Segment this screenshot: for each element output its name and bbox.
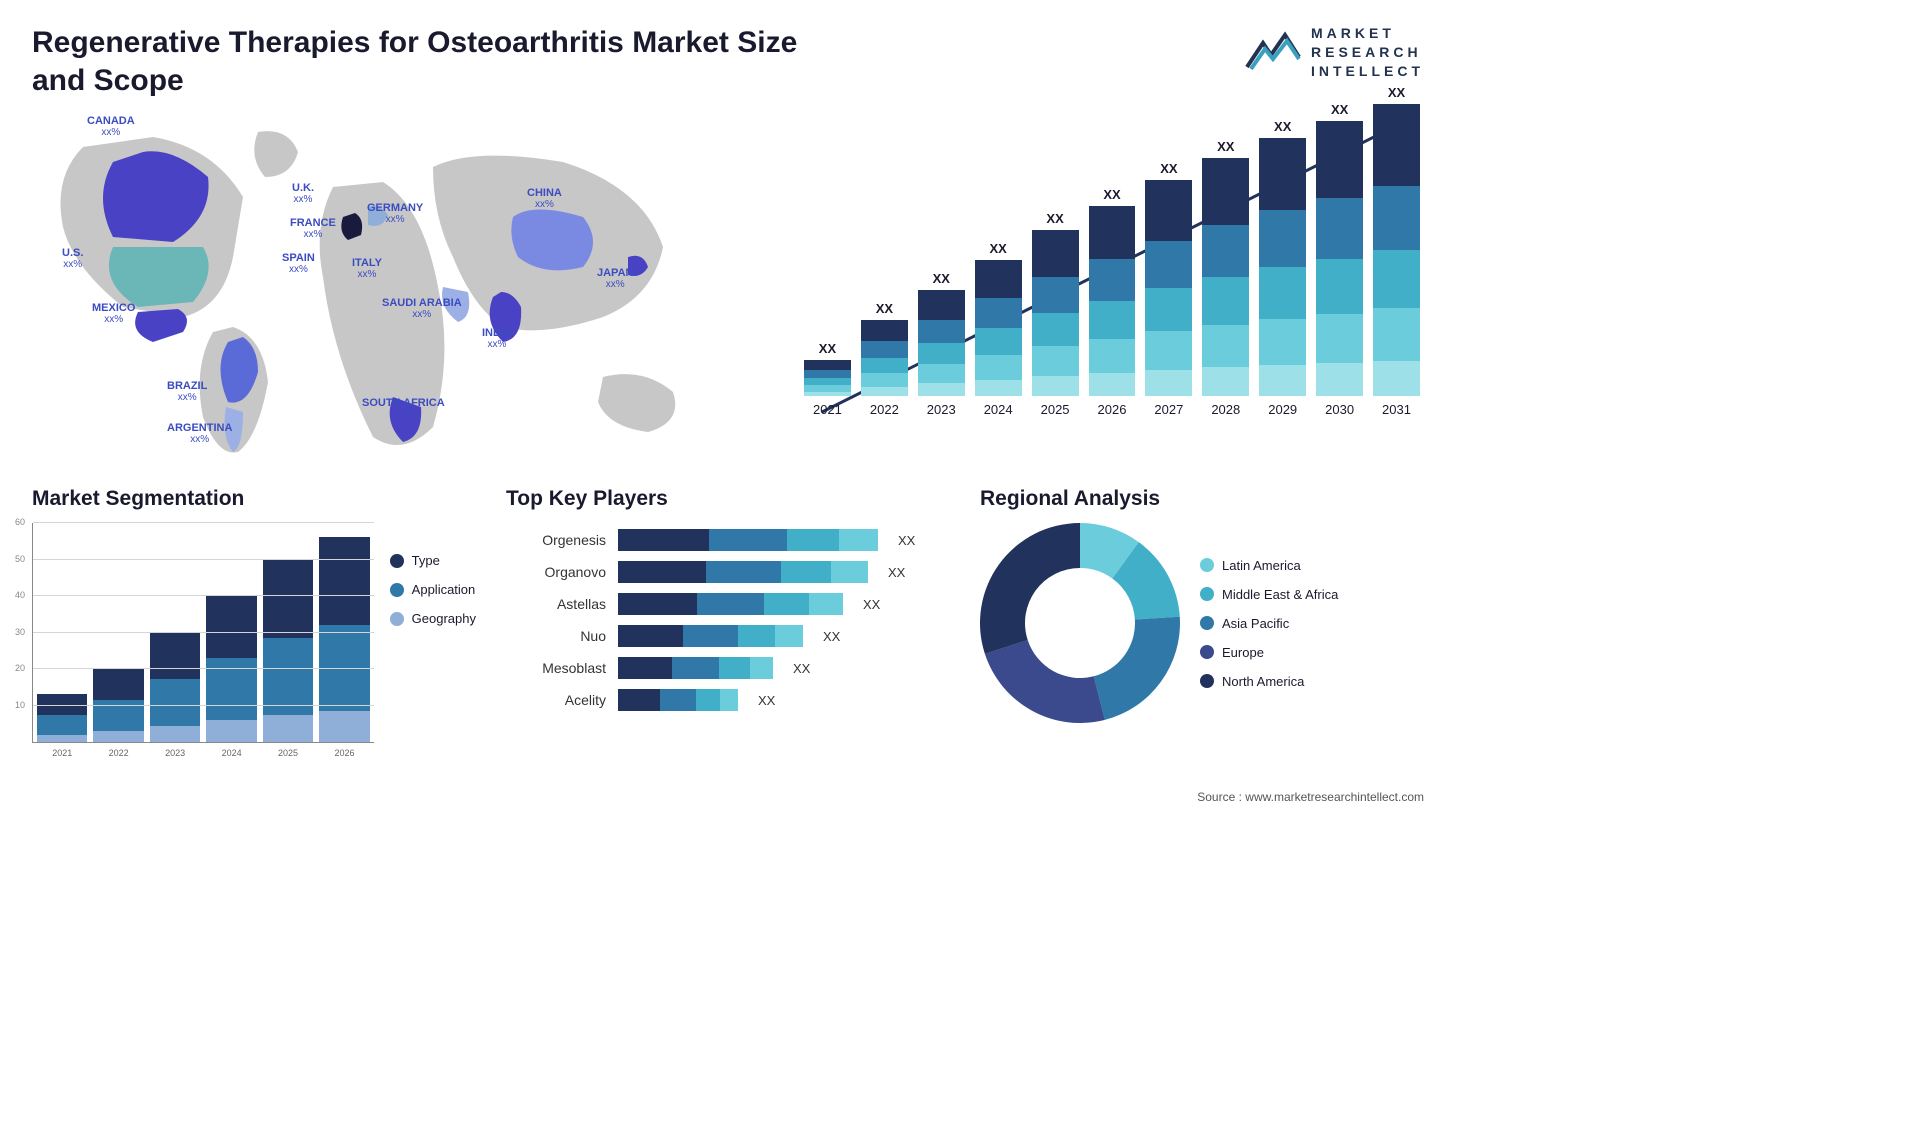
legend-item: Application	[390, 582, 476, 597]
growth-year-label: 2021	[813, 402, 842, 417]
growth-bar-label: XX	[1046, 211, 1063, 226]
growth-year-label: 2023	[927, 402, 956, 417]
growth-year-label: 2027	[1154, 402, 1183, 417]
growth-bar-label: XX	[1217, 139, 1234, 154]
map-label-u-k-: U.K.xx%	[292, 182, 314, 205]
growth-bar-label: XX	[1331, 102, 1348, 117]
growth-bar-2024: XX 2024	[975, 241, 1022, 417]
growth-bar-label: XX	[1160, 161, 1177, 176]
growth-bar-2021: XX 2021	[804, 341, 851, 417]
growth-bar-2025: XX 2025	[1032, 211, 1079, 417]
regional-panel: Regional Analysis Latin America Middle Ea…	[980, 487, 1424, 767]
logo-line1: MARKET	[1311, 24, 1424, 43]
logo-line3: INTELLECT	[1311, 62, 1424, 81]
growth-bar-label: XX	[990, 241, 1007, 256]
growth-year-label: 2025	[1041, 402, 1070, 417]
growth-bar-label: XX	[1274, 119, 1291, 134]
page-title: Regenerative Therapies for Osteoarthriti…	[32, 24, 812, 99]
growth-bar-label: XX	[876, 301, 893, 316]
growth-bar-label: XX	[1103, 187, 1120, 202]
map-label-spain: SPAINxx%	[282, 252, 315, 275]
growth-year-label: 2024	[984, 402, 1013, 417]
growth-bar-2030: XX 2030	[1316, 102, 1363, 417]
kp-row-organovo: OrganovoXX	[506, 561, 950, 583]
map-label-france: FRANCExx%	[290, 217, 336, 240]
growth-bar-2023: XX 2023	[918, 271, 965, 417]
growth-bar-label: XX	[819, 341, 836, 356]
world-map: CANADAxx% U.S.xx% MEXICOxx% BRAZILxx% ARGENT…	[32, 107, 734, 467]
growth-bar-label: XX	[1388, 85, 1405, 100]
growth-year-label: 2031	[1382, 402, 1411, 417]
regional-legend: Latin America Middle East & Africa Asia Pa…	[1200, 558, 1338, 689]
donut-slice-asia-pacific	[1094, 617, 1180, 720]
key-players-chart: OrgenesisXX OrganovoXX AstellasXX NuoXX Meso…	[506, 523, 950, 711]
seg-bar-2025: 2025	[263, 559, 313, 742]
kp-row-mesoblast: MesoblastXX	[506, 657, 950, 679]
seg-bar-2021: 2021	[37, 694, 87, 742]
legend-item: Type	[390, 553, 476, 568]
seg-bar-2026: 2026	[319, 537, 369, 742]
logo-text: MARKET RESEARCH INTELLECT	[1311, 24, 1424, 81]
map-label-brazil: BRAZILxx%	[167, 380, 207, 403]
legend-item: Middle East & Africa	[1200, 587, 1338, 602]
map-label-saudi-arabia: SAUDI ARABIAxx%	[382, 297, 462, 320]
kp-row-acelity: AcelityXX	[506, 689, 950, 711]
growth-year-label: 2030	[1325, 402, 1354, 417]
regional-title: Regional Analysis	[980, 487, 1424, 511]
growth-bar-2027: XX 2027	[1145, 161, 1192, 417]
legend-item: Latin America	[1200, 558, 1338, 573]
kp-row-orgenesis: OrgenesisXX	[506, 529, 950, 551]
map-label-germany: GERMANYxx%	[367, 202, 423, 225]
segmentation-chart: 202120222023202420252026 102030405060	[32, 523, 374, 743]
map-label-japan: JAPANxx%	[597, 267, 633, 290]
growth-year-label: 2028	[1211, 402, 1240, 417]
legend-item: Asia Pacific	[1200, 616, 1338, 631]
growth-bar-2028: XX 2028	[1202, 139, 1249, 417]
map-label-china: CHINAxx%	[527, 187, 562, 210]
map-label-canada: CANADAxx%	[87, 115, 135, 138]
legend-item: Europe	[1200, 645, 1338, 660]
brand-logo: MARKET RESEARCH INTELLECT	[1245, 24, 1424, 81]
kp-row-astellas: AstellasXX	[506, 593, 950, 615]
growth-year-label: 2029	[1268, 402, 1297, 417]
map-label-argentina: ARGENTINAxx%	[167, 422, 232, 445]
growth-year-label: 2026	[1098, 402, 1127, 417]
key-players-panel: Top Key Players OrgenesisXX OrganovoXX Ast…	[506, 487, 950, 767]
growth-bar-label: XX	[933, 271, 950, 286]
map-label-italy: ITALYxx%	[352, 257, 382, 280]
growth-bar-2022: XX 2022	[861, 301, 908, 417]
growth-year-label: 2022	[870, 402, 899, 417]
map-label-u-s-: U.S.xx%	[62, 247, 83, 270]
growth-chart: XX 2021 XX 2022 XX 2023 XX 2024 XX 2025 XX 2026 XX 20…	[764, 107, 1424, 467]
map-label-india: INDIAxx%	[482, 327, 512, 350]
legend-item: Geography	[390, 611, 476, 626]
segmentation-legend: Type Application Geography	[390, 523, 476, 743]
donut-slice-north-america	[980, 523, 1080, 654]
growth-bar-2029: XX 2029	[1259, 119, 1306, 417]
map-mexico	[135, 309, 187, 342]
growth-bar-2031: XX 2031	[1373, 85, 1420, 417]
growth-bar-2026: XX 2026	[1089, 187, 1136, 417]
segmentation-panel: Market Segmentation 20212022202320242025…	[32, 487, 476, 767]
map-label-mexico: MEXICOxx%	[92, 302, 135, 325]
kp-row-nuo: NuoXX	[506, 625, 950, 647]
donut-slice-europe	[985, 640, 1105, 723]
segmentation-title: Market Segmentation	[32, 487, 476, 511]
key-players-title: Top Key Players	[506, 487, 950, 511]
logo-icon	[1245, 29, 1301, 75]
source-label: Source : www.marketresearchintellect.com	[1197, 790, 1424, 804]
seg-bar-2023: 2023	[150, 632, 200, 742]
regional-donut	[980, 523, 1180, 723]
logo-line2: RESEARCH	[1311, 43, 1424, 62]
map-label-south-africa: SOUTH AFRICAxx%	[362, 397, 445, 420]
legend-item: North America	[1200, 674, 1338, 689]
